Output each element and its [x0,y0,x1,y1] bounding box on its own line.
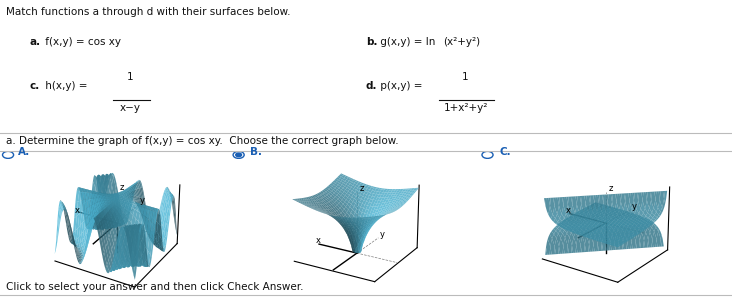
Text: (x²+y²): (x²+y²) [443,37,480,47]
Text: B.: B. [250,147,262,158]
Text: p(x,y) =: p(x,y) = [377,81,426,91]
Text: b.: b. [366,37,378,47]
Text: a.: a. [29,37,40,47]
Text: 1: 1 [461,72,468,82]
Text: d.: d. [366,81,378,91]
Circle shape [236,153,242,157]
Text: x−y: x−y [120,103,141,113]
Text: g(x,y) = ln: g(x,y) = ln [377,37,438,47]
Text: Match functions a through d with their surfaces below.: Match functions a through d with their s… [6,7,291,17]
Text: 1: 1 [127,72,134,82]
Text: a. Determine the graph of f(x,y) = cos xy.  Choose the correct graph below.: a. Determine the graph of f(x,y) = cos x… [6,136,398,146]
Text: f(x,y) = cos xy: f(x,y) = cos xy [42,37,122,47]
Text: h(x,y) =: h(x,y) = [42,81,91,91]
Text: A.: A. [18,147,31,158]
Text: c.: c. [29,81,40,91]
Text: C.: C. [499,147,511,158]
Text: Click to select your answer and then click Check Answer.: Click to select your answer and then cli… [6,282,303,292]
Text: 1+x²+y²: 1+x²+y² [444,103,488,113]
